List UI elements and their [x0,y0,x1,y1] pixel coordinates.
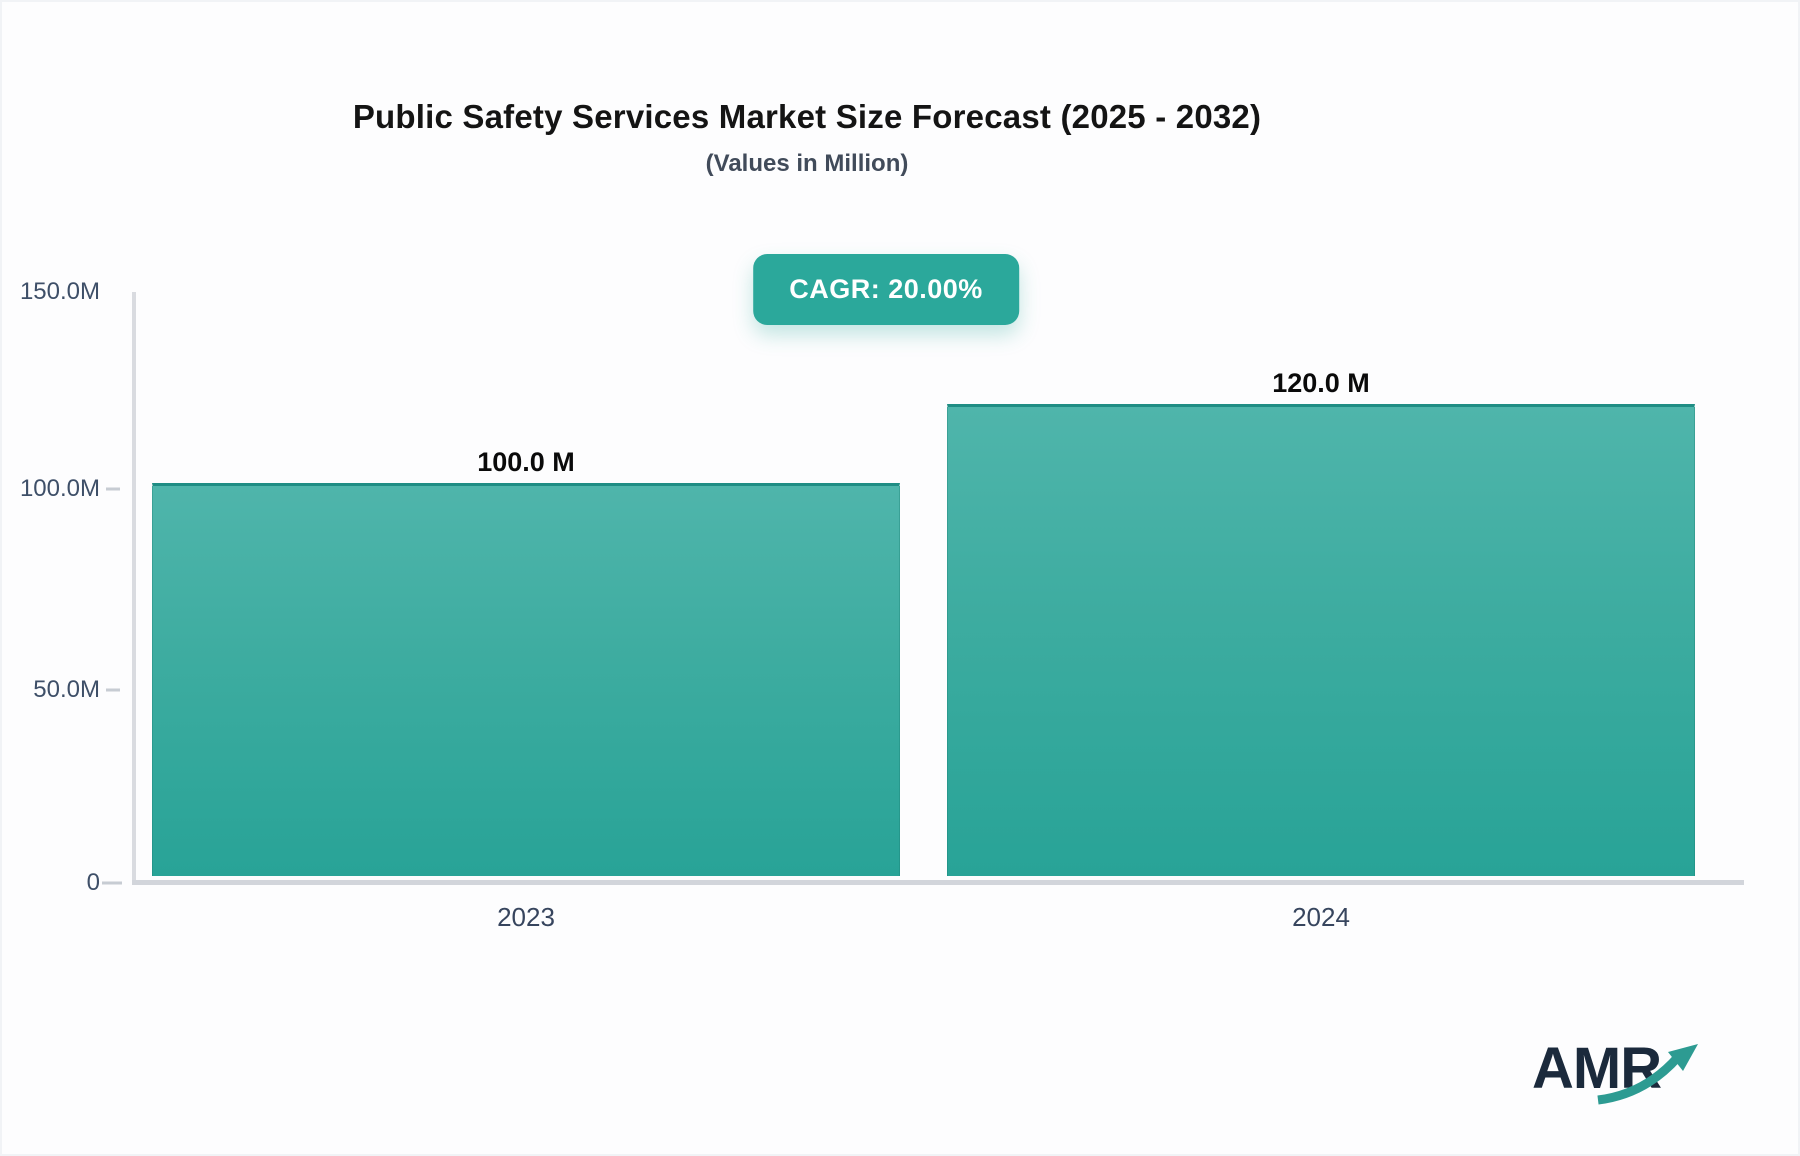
y-tick-label-0: 0 [86,869,100,896]
x-tick-label-2024: 2024 [1292,902,1350,932]
bar-group-2024: 120.0 M [947,368,1695,876]
bar-2023[interactable] [152,483,900,876]
bar-2024[interactable] [947,404,1695,876]
amr-logo: AMR [1532,1036,1698,1105]
y-axis-line [132,292,136,884]
chart-subtitle: (Values in Million) [705,150,909,177]
y-tick-label-100m: 100.0M [19,475,100,502]
chart-title: Public Safety Services Market Size Forec… [352,98,1262,135]
bar-group-2023: 100.0 M [152,447,900,876]
x-axis-line [132,880,1744,885]
y-tick-mark [102,881,122,885]
bar-value-label-2023: 100.0 M [477,447,575,477]
logo-arrow-swoosh [1597,1053,1682,1105]
y-tick-mark [106,688,120,692]
y-tick-mark [106,487,120,491]
x-tick-label-2023: 2023 [497,902,555,932]
y-tick-label-150m: 150.0M [19,278,100,305]
cagr-badge: CAGR: 20.00% [753,254,1019,325]
logo-arrow-head-icon [1668,1044,1698,1071]
bar-value-label-2024: 120.0 M [1272,368,1370,398]
y-tick-label-50m: 50.0M [33,676,100,703]
